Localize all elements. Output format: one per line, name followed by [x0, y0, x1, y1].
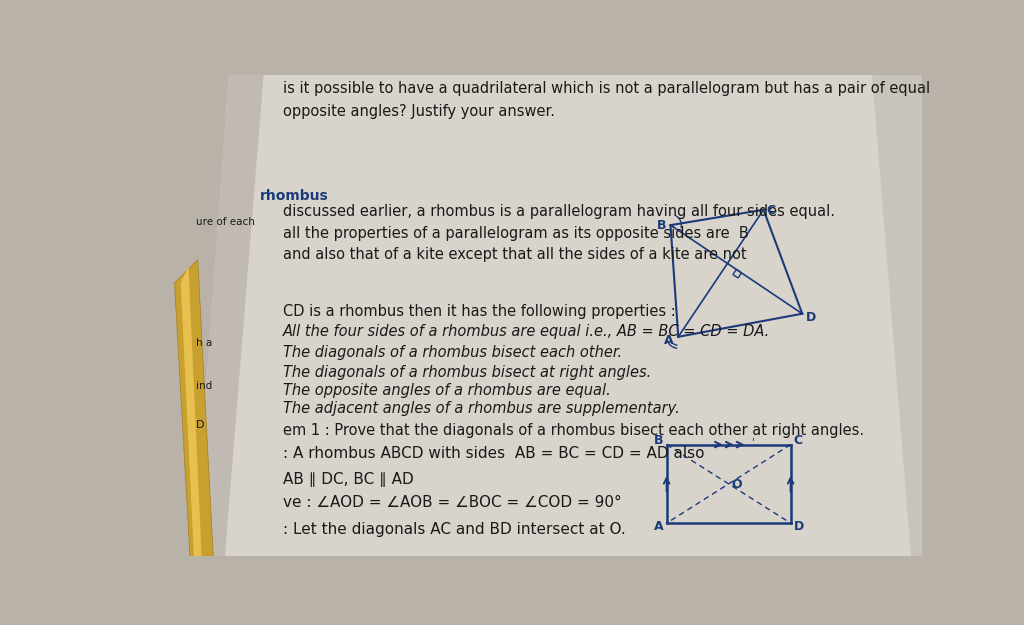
Text: : Let the diagonals AC and BD intersect at O.: : Let the diagonals AC and BD intersect … [283, 522, 626, 537]
Text: h a: h a [197, 338, 212, 348]
Text: C: C [794, 434, 803, 447]
Polygon shape [194, 75, 922, 556]
Text: ve : ∠AOD = ∠AOB = ∠BOC = ∠COD = 90°: ve : ∠AOD = ∠AOB = ∠BOC = ∠COD = 90° [283, 496, 622, 511]
Text: The diagonals of a rhombus bisect each other.: The diagonals of a rhombus bisect each o… [283, 344, 623, 359]
Text: The opposite angles of a rhombus are equal.: The opposite angles of a rhombus are equ… [283, 383, 610, 398]
Polygon shape [872, 75, 922, 556]
Text: D: D [794, 520, 804, 533]
Text: O: O [732, 478, 742, 491]
Text: A: A [665, 334, 674, 347]
Text: : A rhombus ABCD with sides  AB = BC = CD = AD also: : A rhombus ABCD with sides AB = BC = CD… [283, 446, 705, 461]
Text: The diagonals of a rhombus bisect at right angles.: The diagonals of a rhombus bisect at rig… [283, 364, 651, 379]
Text: B: B [654, 434, 664, 447]
Text: all the properties of a parallelogram as its opposite sides are  B: all the properties of a parallelogram as… [283, 226, 749, 241]
Text: All the four sides of a rhombus are equal i.e., AB = BC = CD = DA.: All the four sides of a rhombus are equa… [283, 324, 770, 339]
Text: CD is a rhombus then it has the following properties :: CD is a rhombus then it has the followin… [283, 304, 676, 319]
Text: D: D [197, 420, 205, 430]
Polygon shape [180, 266, 202, 556]
Text: AB ∥ DC, BC ∥ AD: AB ∥ DC, BC ∥ AD [283, 472, 414, 488]
Text: C: C [767, 204, 776, 217]
Text: The adjacent angles of a rhombus are supplementary.: The adjacent angles of a rhombus are sup… [283, 401, 680, 416]
Text: opposite angles? Justify your answer.: opposite angles? Justify your answer. [283, 104, 555, 119]
Text: is it possible to have a quadrilateral which is not a parallelogram but has a pa: is it possible to have a quadrilateral w… [283, 81, 930, 96]
Polygon shape [174, 260, 213, 556]
Text: rhombus: rhombus [260, 189, 329, 203]
Text: em 1 : Prove that the diagonals of a rhombus bisect each other at right angles.: em 1 : Prove that the diagonals of a rho… [283, 423, 864, 438]
Text: D: D [806, 311, 816, 324]
Text: discussed earlier, a rhombus is a parallelogram having all four sides equal.: discussed earlier, a rhombus is a parall… [283, 204, 835, 219]
Text: ': ' [752, 437, 755, 447]
Text: ind: ind [197, 381, 212, 391]
Polygon shape [194, 75, 263, 556]
Text: B: B [656, 219, 666, 232]
Text: and also that of a kite except that all the sides of a kite are not: and also that of a kite except that all … [283, 248, 746, 262]
Text: A: A [654, 520, 664, 533]
Text: ure of each: ure of each [197, 217, 255, 227]
